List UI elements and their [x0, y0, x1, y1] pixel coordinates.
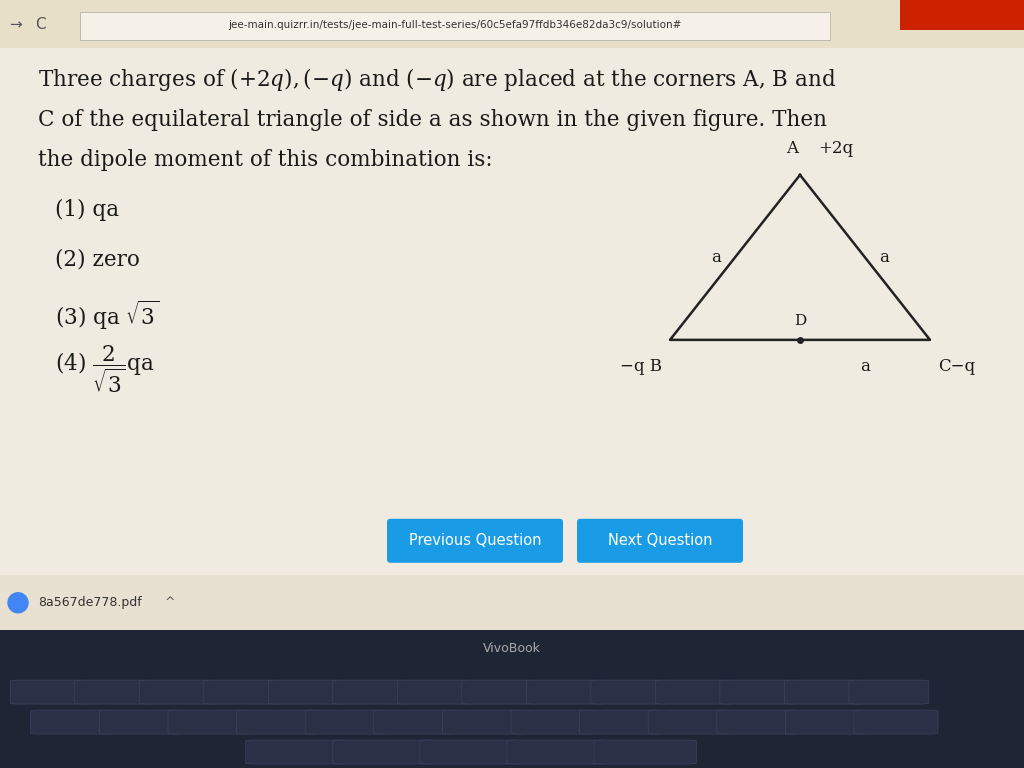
FancyBboxPatch shape: [139, 680, 219, 704]
FancyBboxPatch shape: [580, 710, 664, 734]
FancyBboxPatch shape: [387, 519, 563, 563]
FancyBboxPatch shape: [246, 740, 348, 764]
FancyBboxPatch shape: [720, 680, 800, 704]
Bar: [900, 0, 1024, 30]
Text: a: a: [711, 249, 721, 266]
FancyBboxPatch shape: [75, 680, 155, 704]
Text: VivoBook: VivoBook: [483, 643, 541, 655]
Text: A: A: [786, 140, 798, 157]
Text: (4) $\dfrac{2}{\sqrt{3}}$qa: (4) $\dfrac{2}{\sqrt{3}}$qa: [55, 344, 155, 396]
FancyBboxPatch shape: [31, 710, 115, 734]
Circle shape: [8, 593, 28, 613]
FancyBboxPatch shape: [854, 710, 938, 734]
Bar: [0, 0, 1024, 50]
FancyBboxPatch shape: [648, 710, 732, 734]
Text: D: D: [794, 314, 806, 328]
FancyBboxPatch shape: [511, 710, 595, 734]
FancyBboxPatch shape: [374, 710, 458, 734]
Text: ^: ^: [165, 596, 175, 609]
FancyBboxPatch shape: [168, 710, 252, 734]
Text: Three charges of $(+2q),(-q)$ and $(-q)$ are placed at the corners A, B and: Three charges of $(+2q),(-q)$ and $(-q)$…: [38, 67, 837, 94]
Text: a: a: [879, 249, 889, 266]
FancyBboxPatch shape: [655, 680, 735, 704]
FancyBboxPatch shape: [204, 680, 284, 704]
Text: a: a: [860, 358, 870, 375]
Bar: [80, 12, 830, 40]
Text: C of the equilateral triangle of side a as shown in the given figure. Then: C of the equilateral triangle of side a …: [38, 109, 827, 131]
FancyBboxPatch shape: [594, 740, 696, 764]
Text: C: C: [35, 18, 45, 32]
FancyBboxPatch shape: [784, 680, 864, 704]
Text: the dipole moment of this combination is:: the dipole moment of this combination is…: [38, 149, 493, 171]
FancyBboxPatch shape: [526, 680, 606, 704]
FancyBboxPatch shape: [333, 740, 435, 764]
FancyBboxPatch shape: [785, 710, 869, 734]
FancyBboxPatch shape: [420, 740, 522, 764]
FancyBboxPatch shape: [462, 680, 542, 704]
FancyBboxPatch shape: [10, 680, 90, 704]
Text: Next Question: Next Question: [608, 533, 713, 548]
Text: C−q: C−q: [938, 358, 975, 375]
Text: 8a567de778.pdf: 8a567de778.pdf: [38, 596, 141, 609]
FancyBboxPatch shape: [591, 680, 671, 704]
Text: (3) qa $\sqrt{3}$: (3) qa $\sqrt{3}$: [55, 298, 159, 332]
Text: −q B: −q B: [620, 358, 662, 375]
FancyBboxPatch shape: [333, 680, 413, 704]
FancyBboxPatch shape: [507, 740, 609, 764]
Text: jee-main.quizrr.in/tests/jee-main-full-test-series/60c5efa97ffdb346e82da3c9/solu: jee-main.quizrr.in/tests/jee-main-full-t…: [228, 20, 682, 30]
Text: (2) zero: (2) zero: [55, 249, 140, 271]
FancyBboxPatch shape: [99, 710, 183, 734]
FancyBboxPatch shape: [442, 710, 526, 734]
FancyBboxPatch shape: [397, 680, 477, 704]
Text: (1) qa: (1) qa: [55, 199, 119, 221]
Text: +2q: +2q: [818, 140, 853, 157]
FancyBboxPatch shape: [237, 710, 321, 734]
FancyBboxPatch shape: [268, 680, 348, 704]
FancyBboxPatch shape: [849, 680, 929, 704]
FancyBboxPatch shape: [717, 710, 801, 734]
Text: →: →: [8, 18, 22, 32]
FancyBboxPatch shape: [577, 519, 743, 563]
Bar: [0, 574, 1024, 630]
FancyBboxPatch shape: [305, 710, 389, 734]
Text: Previous Question: Previous Question: [409, 533, 542, 548]
